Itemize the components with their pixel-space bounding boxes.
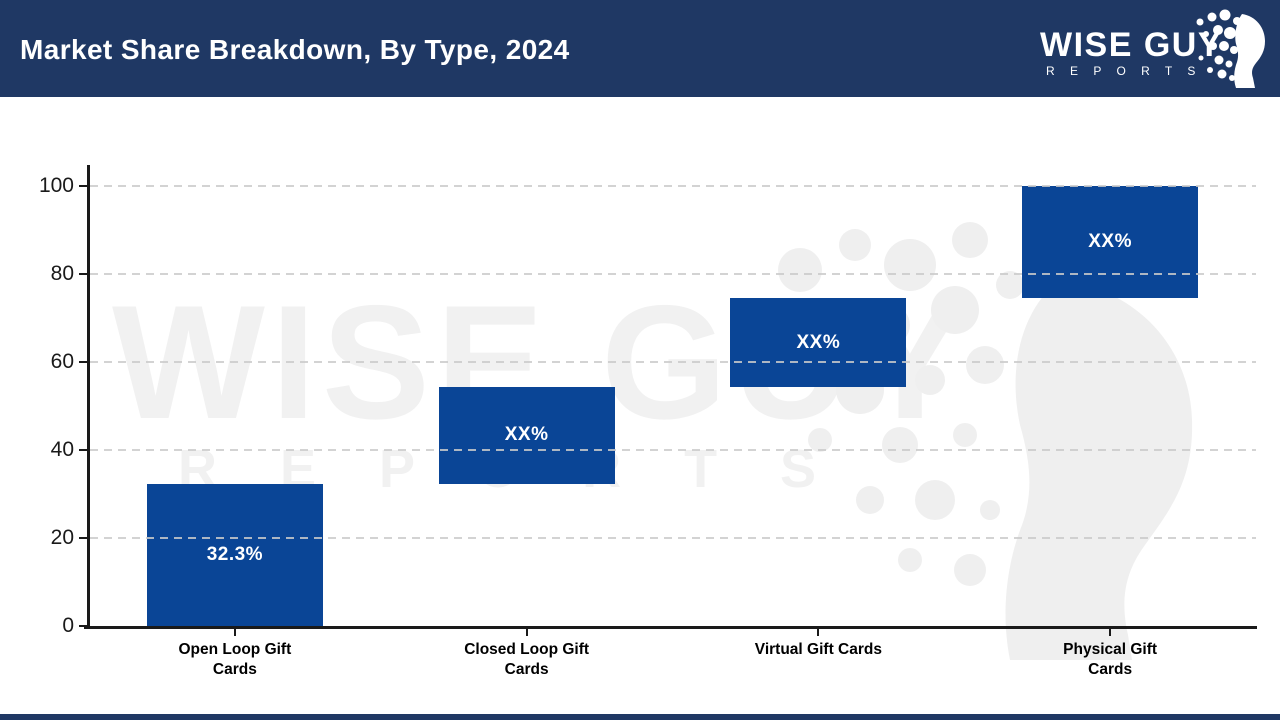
wise-guy-logo: WISE GUY R E P O R T S [1010,6,1270,92]
y-tick-label: 20 [50,526,74,549]
category-label: Virtual Gift Cards [754,641,882,658]
logo-name-text: WISE GUY [1040,26,1223,64]
y-axis [87,165,90,628]
bar-value-label: XX% [504,424,549,446]
y-tick-mark [79,625,88,627]
y-tick-label: 60 [50,350,74,373]
bar-value-label: XX% [796,331,841,353]
y-tick-mark [79,537,88,539]
y-tick-mark [79,361,88,363]
logo-subtitle-text: R E P O R T S [1046,64,1202,78]
category-label: Physical Gift Cards [1063,641,1158,678]
bar-value-label: XX% [1088,231,1132,253]
page-title: Market Share Breakdown, By Type, 2024 [20,34,570,65]
chart-bar: XX% [730,298,907,388]
head-profile-icon [1196,9,1265,88]
x-tick-mark [525,628,528,636]
y-tick-label: 100 [38,174,74,197]
gridline [90,449,1256,451]
gridline [90,273,1256,275]
y-tick-label: 80 [50,262,74,285]
gridline [90,537,1256,539]
y-tick-mark [79,185,88,187]
gridline [90,185,1256,187]
x-tick-mark [817,628,820,636]
x-axis [84,626,1257,629]
chart-bar: XX% [438,387,615,484]
chart-bar: XX% [1022,186,1199,299]
chart-bar: 32.3% [146,483,323,626]
waterfall-chart: 0 20 40 60 80 100 32.3% Open Loop Gift Cards XX% C… [0,97,1280,714]
footer-bar [0,714,1280,720]
y-tick-mark [79,273,88,275]
y-tick-mark [79,449,88,451]
category-label: Closed Loop Gift Cards [464,641,590,678]
y-tick-label: 0 [62,614,74,637]
x-tick-mark [1109,628,1112,636]
bar-value-label: 32.3% [206,543,264,565]
header-bar: Market Share Breakdown, By Type, 2024 WI… [0,0,1280,97]
category-label: Open Loop Gift Cards [178,641,292,678]
gridline [90,361,1256,363]
x-tick-mark [233,628,236,636]
y-tick-label: 40 [50,438,74,461]
